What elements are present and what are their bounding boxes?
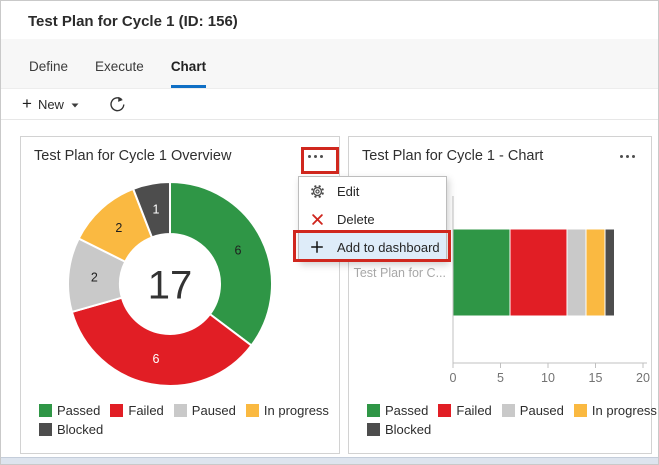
svg-text:6: 6: [235, 243, 242, 257]
legend-swatch: [245, 404, 259, 417]
svg-text:0: 0: [450, 371, 457, 385]
card-title: Test Plan for Cycle 1 - Chart: [362, 148, 544, 164]
legend-item-blocked: Blocked: [39, 422, 103, 437]
svg-text:15: 15: [589, 371, 603, 385]
stacked-bar-chart: Test Plan for C... 0 5 10 15 20: [354, 196, 650, 385]
svg-text:2: 2: [91, 270, 98, 284]
chart-legend: Passed Failed Paused In progress Blocked: [367, 403, 658, 437]
legend-item-paused: Paused: [501, 403, 564, 418]
page-title: Test Plan for Cycle 1 (ID: 156): [28, 13, 238, 30]
legend-item-failed: Failed: [110, 403, 164, 418]
legend-swatch: [39, 404, 52, 417]
legend-swatch: [367, 404, 380, 417]
menu-item-edit[interactable]: Edit: [299, 177, 446, 205]
svg-text:17: 17: [148, 263, 193, 307]
menu-item-label: Edit: [337, 183, 360, 199]
menu-item-label: Add to dashboard: [337, 239, 440, 255]
card-header: Test Plan for Cycle 1 Overview: [21, 137, 339, 164]
more-actions-button[interactable]: [306, 149, 325, 164]
legend-item-failed: Failed: [438, 403, 492, 418]
menu-item-add-to-dashboard[interactable]: Add to dashboard: [299, 233, 446, 261]
legend-swatch: [573, 404, 587, 417]
new-button[interactable]: + New: [22, 95, 79, 113]
chart-card-bar: Test Plan for Cycle 1 - Chart Test Plan …: [348, 136, 657, 454]
svg-text:10: 10: [541, 371, 555, 385]
x-icon: [309, 213, 325, 226]
svg-text:1: 1: [153, 203, 160, 217]
legend-swatch: [173, 404, 187, 417]
chart-card-overview: Test Plan for Cycle 1 Overview 6 6 2 2 1 17 P…: [20, 136, 340, 454]
tab-chart[interactable]: Chart: [170, 59, 207, 88]
tab-bar: Define Execute Chart: [1, 39, 658, 89]
legend-swatch: [367, 423, 380, 436]
toolbar: + New: [1, 89, 658, 120]
menu-item-label: Delete: [337, 211, 375, 227]
svg-text:6: 6: [153, 352, 160, 366]
gear-icon: [309, 184, 325, 199]
legend-swatch: [438, 404, 452, 417]
legend-swatch: [501, 404, 515, 417]
plus-icon: +: [22, 94, 32, 113]
refresh-icon: [110, 96, 125, 111]
svg-text:Test Plan for C...: Test Plan for C...: [354, 266, 446, 280]
legend-item-blocked: Blocked: [367, 422, 431, 437]
charts-area: Test Plan for Cycle 1 Overview 6 6 2 2 1 17 P…: [1, 120, 658, 463]
svg-text:5: 5: [497, 371, 504, 385]
legend-swatch: [110, 404, 124, 417]
chevron-down-icon: [71, 95, 79, 113]
legend-swatch: [39, 423, 52, 436]
svg-text:20: 20: [636, 371, 650, 385]
tab-define[interactable]: Define: [29, 59, 69, 74]
legend-item-paused: Paused: [173, 403, 236, 418]
card-title: Test Plan for Cycle 1 Overview: [34, 148, 232, 164]
card-header: Test Plan for Cycle 1 - Chart: [349, 137, 651, 164]
legend-item-passed: Passed: [367, 403, 428, 418]
legend-item-in-progress: In progress: [573, 403, 657, 418]
chart-legend: Passed Failed Paused In progress Blocked: [39, 403, 331, 437]
context-menu: Edit Delete Add to dashboard: [298, 176, 447, 262]
tab-execute[interactable]: Execute: [95, 59, 144, 74]
more-actions-button[interactable]: [618, 149, 637, 164]
new-button-label: New: [37, 96, 64, 112]
refresh-button[interactable]: [109, 96, 126, 113]
legend-item-in-progress: In progress: [245, 403, 329, 418]
svg-text:2: 2: [115, 221, 122, 235]
plus-icon: [309, 240, 325, 254]
window-bottom-strip: [1, 457, 658, 464]
menu-item-delete[interactable]: Delete: [299, 205, 446, 233]
legend-item-passed: Passed: [39, 403, 100, 418]
donut-chart: 6 6 2 2 1 17: [67, 180, 273, 387]
